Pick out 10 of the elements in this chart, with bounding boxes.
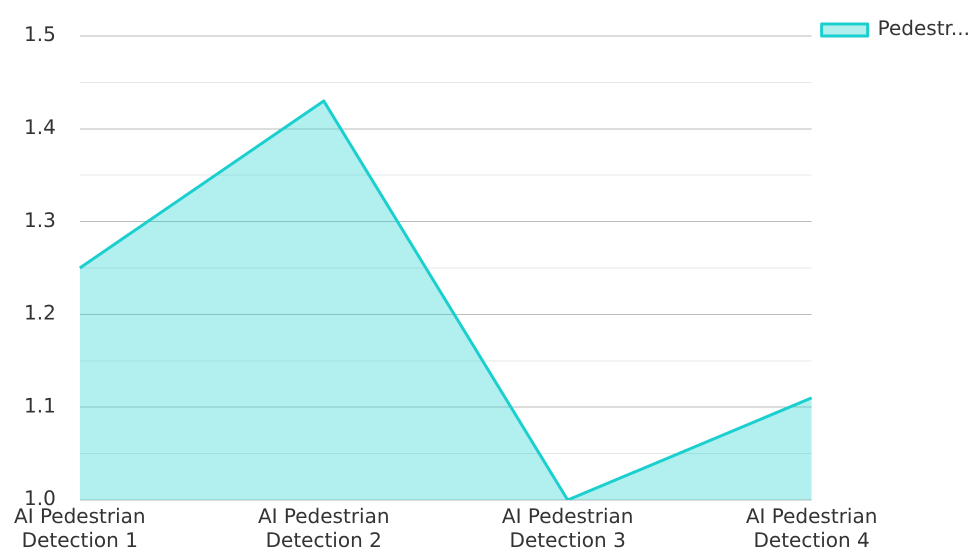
y-tick-label: 1.3	[24, 208, 56, 232]
legend-label: Pedestr...	[878, 16, 970, 40]
x-tick-label: AI Pedestrian Detection 1	[14, 504, 146, 552]
y-tick-label: 1.4	[24, 115, 56, 140]
y-tick-label: 1.5	[24, 22, 56, 46]
y-tick-label: 1.2	[24, 300, 56, 325]
x-tick-label: AI Pedestrian Detection 2	[258, 504, 390, 552]
x-tick-label: AI Pedestrian Detection 4	[746, 504, 878, 552]
y-tick-label: 1.1	[24, 393, 56, 418]
x-tick-label: AI Pedestrian Detection 3	[502, 504, 634, 552]
